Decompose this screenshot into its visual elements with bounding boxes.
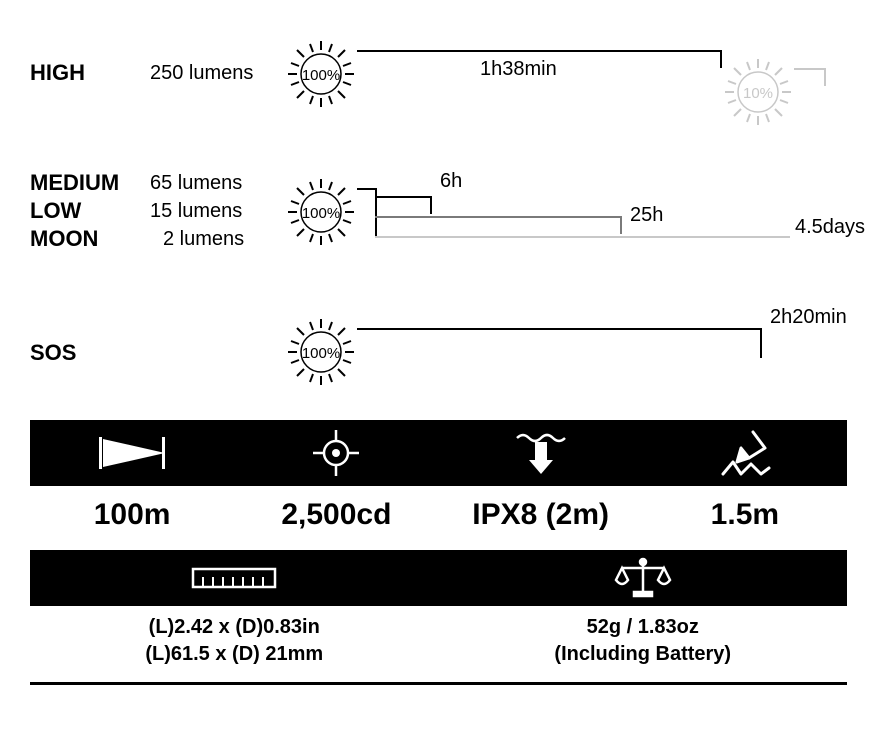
ruler-icon (189, 561, 279, 595)
spec-strip-secondary (30, 550, 847, 606)
runtime-line-medium (375, 196, 430, 198)
lumens-medium: 65 lumens (150, 172, 242, 195)
spec-dimensions-in: (L)2.42 x (D)0.83in (30, 614, 439, 641)
medium-drop (430, 196, 432, 214)
sun-sos-icon: 100% (285, 316, 357, 388)
runtime-line-low (375, 216, 620, 218)
spec-weight: 52g / 1.83oz (439, 614, 848, 641)
spec-strip-primary (30, 420, 847, 486)
runtime-sos: 2h20min (770, 306, 847, 329)
sun-pct-sos: 100% (302, 345, 340, 362)
mode-label-moon: MOON (30, 226, 98, 252)
spec-dimensions-mm: (L)61.5 x (D) 21mm (30, 641, 439, 668)
mode-label-high: HIGH (30, 60, 85, 86)
weight-scale-icon (610, 556, 676, 600)
runtime-graph: HIGH 250 lumens (30, 20, 847, 420)
sun-pct-high: 100% (302, 67, 340, 84)
runtime-low: 25h (630, 204, 663, 227)
runtime-medium: 6h (440, 170, 462, 193)
runtime-line-high (357, 50, 720, 52)
spec-values-secondary: (L)2.42 x (D)0.83in (L)61.5 x (D) 21mm 5… (30, 606, 847, 682)
runtime-line-sos (357, 328, 760, 330)
sun-faded-icon: 10% (722, 56, 794, 128)
lumens-moon: 2 lumens (163, 228, 244, 251)
mode-label-low: LOW (30, 198, 81, 224)
runtime-tail-high (794, 68, 824, 70)
spec-impact: 1.5m (643, 498, 847, 532)
beam-distance-icon (93, 431, 171, 475)
sun-pct-high-end: 10% (743, 85, 773, 102)
sun-pct-group: 100% (302, 205, 340, 222)
high-tail-drop (824, 68, 826, 86)
spec-weight-note: (Including Battery) (439, 641, 848, 668)
runtime-moon: 4.5days (795, 216, 865, 239)
spec-values-primary: 100m 2,500cd IPX8 (2m) 1.5m (30, 486, 847, 550)
lumens-high: 250 lumens (150, 62, 253, 85)
low-drop (620, 216, 622, 234)
sos-drop (760, 328, 762, 358)
bottom-rule (30, 682, 847, 685)
group-stub (357, 188, 375, 190)
spec-waterproof: IPX8 (2m) (439, 498, 643, 532)
waterproof-icon (513, 428, 569, 478)
mode-label-sos: SOS (30, 340, 76, 366)
runtime-line-moon (375, 236, 790, 238)
sun-bright-icon: 100% (285, 38, 357, 110)
mode-label-medium: MEDIUM (30, 170, 119, 196)
spec-distance: 100m (30, 498, 234, 532)
lumens-low: 15 lumens (150, 200, 242, 223)
impact-drop-icon (717, 428, 773, 478)
runtime-high: 1h38min (480, 58, 557, 81)
intensity-target-icon (311, 428, 361, 478)
sun-group-icon: 100% (285, 176, 357, 248)
spec-intensity: 2,500cd (234, 498, 438, 532)
